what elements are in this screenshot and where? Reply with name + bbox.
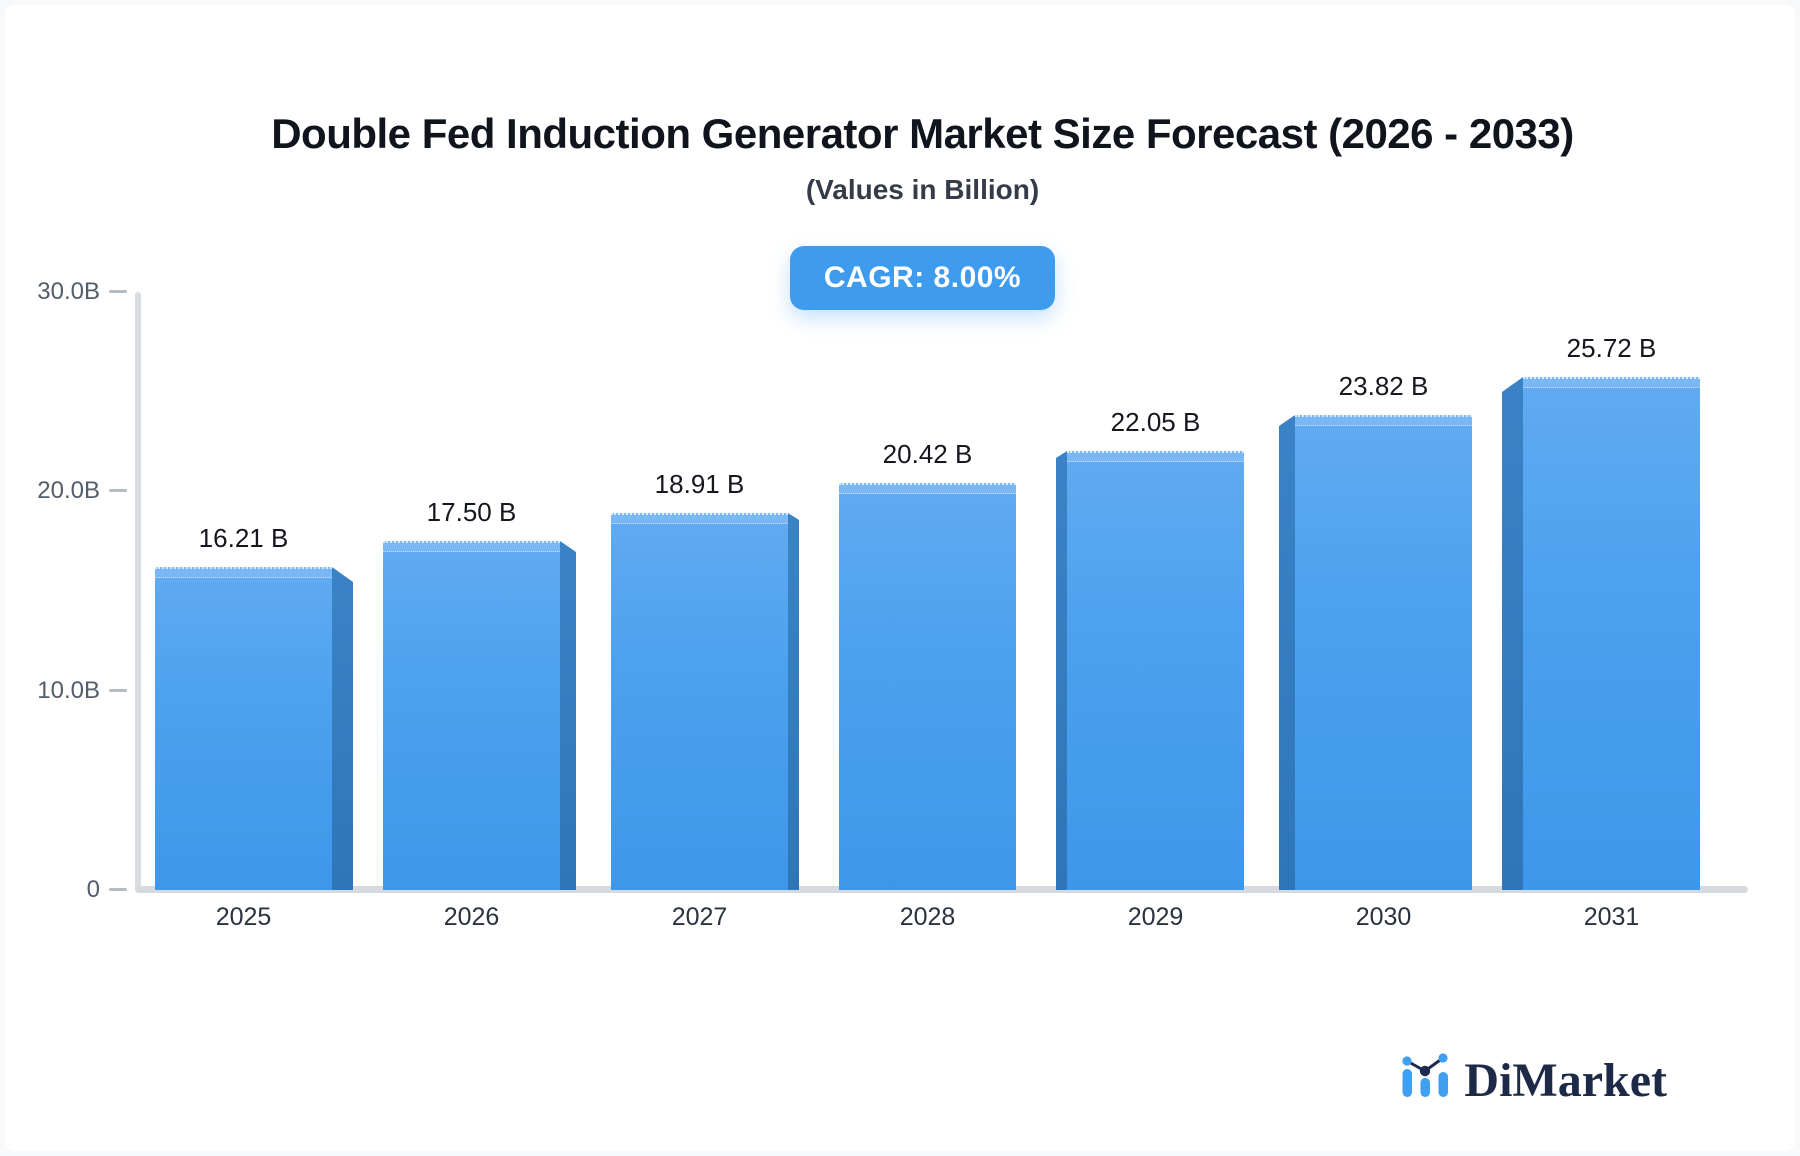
bar-value-label-2026: 17.50 B — [426, 497, 517, 527]
bar-value-label-2027: 18.91 B — [654, 469, 745, 499]
x-axis-label-2028: 2028 — [899, 903, 956, 931]
bar-value-label-2028: 20.42 B — [882, 439, 973, 469]
y-axis-line — [135, 292, 141, 892]
y-tick-mark — [109, 489, 127, 492]
bar-2025[interactable] — [155, 567, 332, 890]
bar-side-2027 — [788, 513, 799, 890]
x-axis-label-2031: 2031 — [1583, 903, 1640, 931]
y-tick-mark — [109, 290, 127, 293]
brand-logo: DiMarket — [1398, 1050, 1667, 1107]
x-axis-label-2027: 2027 — [671, 903, 728, 931]
bar-value-label-2029: 22.05 B — [1110, 407, 1201, 437]
bar-side-2031 — [1502, 377, 1523, 890]
x-axis-label-2025: 2025 — [215, 903, 272, 931]
bar-value-label-2025: 16.21 B — [198, 523, 289, 553]
chart-header: Double Fed Induction Generator Market Si… — [50, 5, 1795, 311]
bar-2026[interactable] — [383, 541, 560, 890]
bar-side-2025 — [332, 567, 353, 890]
bar-top-highlight — [383, 541, 560, 552]
bar-side-2029 — [1056, 451, 1067, 890]
bar-2028[interactable] — [839, 483, 1016, 890]
bar-2027[interactable] — [611, 513, 788, 890]
bar-value-label-2030: 23.82 B — [1338, 371, 1429, 401]
bar-top-highlight — [839, 483, 1016, 494]
bar-value-label-2031: 25.72 B — [1566, 333, 1657, 363]
bar-top-highlight — [611, 513, 788, 524]
x-axis-label-2029: 2029 — [1127, 903, 1184, 931]
brand-name: DiMarket — [1464, 1053, 1667, 1107]
bar-side-2026 — [560, 541, 576, 890]
y-tick-label-20: 20.0B — [37, 477, 100, 504]
bar-2030[interactable] — [1295, 415, 1472, 890]
y-tick-label-10: 10.0B — [37, 677, 100, 704]
chart-title: Double Fed Induction Generator Market Si… — [271, 110, 1574, 157]
chart-card: Double Fed Induction Generator Market Si… — [5, 5, 1795, 1151]
bar-top-highlight — [1067, 451, 1244, 462]
bar-side-2030 — [1279, 415, 1295, 890]
y-tick-label-30: 30.0B — [37, 278, 100, 305]
y-tick-mark — [109, 888, 127, 891]
x-axis-label-2026: 2026 — [443, 903, 500, 931]
bar-top-highlight — [1523, 377, 1700, 388]
x-axis-label-2030: 2030 — [1355, 903, 1412, 931]
bar-2029[interactable] — [1067, 451, 1244, 890]
bar-top-highlight — [155, 567, 332, 578]
y-tick-label-0: 0 — [86, 876, 100, 903]
dimarket-chart-icon — [1398, 1050, 1452, 1103]
bar-2031[interactable] — [1523, 377, 1700, 890]
cagr-badge: CAGR: 8.00% — [789, 246, 1056, 311]
bar-top-highlight — [1295, 415, 1472, 426]
chart-subtitle: (Values in Billion) — [805, 174, 1040, 206]
y-tick-mark — [109, 689, 127, 692]
